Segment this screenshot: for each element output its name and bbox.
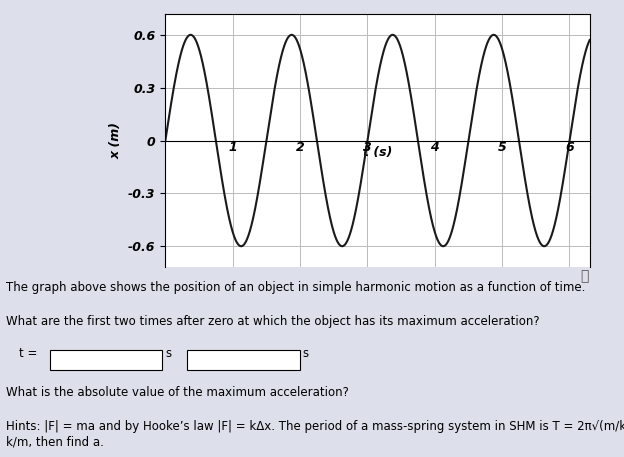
Text: s: s [165,347,172,360]
Text: 3: 3 [363,141,372,154]
Text: 2: 2 [296,141,305,154]
Text: Hints: |F| = ma and by Hooke’s law |F| = kΔx. The period of a mass-spring system: Hints: |F| = ma and by Hooke’s law |F| =… [6,420,624,448]
Y-axis label: x (m): x (m) [110,122,122,159]
Text: 🔍: 🔍 [580,270,588,284]
Text: s: s [303,347,309,360]
Text: What are the first two times after zero at which the object has its maximum acce: What are the first two times after zero … [6,315,540,328]
Text: 5: 5 [498,141,507,154]
Text: 4: 4 [431,141,439,154]
Text: What is the absolute value of the maximum acceleration?: What is the absolute value of the maximu… [6,386,349,399]
Text: The graph above shows the position of an object in simple harmonic motion as a f: The graph above shows the position of an… [6,281,585,294]
Text: t =: t = [19,347,37,360]
Text: 6: 6 [565,141,574,154]
Text: 1: 1 [228,141,237,154]
X-axis label: t (s): t (s) [363,146,392,159]
